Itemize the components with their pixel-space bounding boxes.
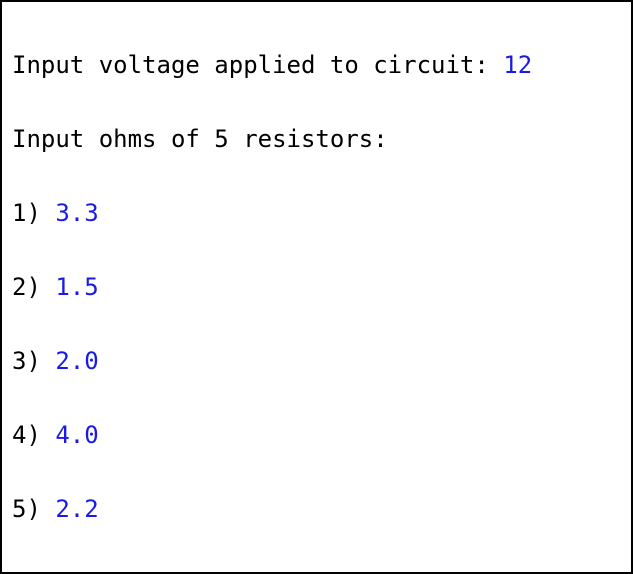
resistors-header: Input ohms of 5 resistors:: [12, 121, 621, 158]
resistor-line-4: 4) 4.0: [12, 417, 621, 454]
resistor-value: 1.5: [55, 273, 98, 301]
resistor-label: 4): [12, 421, 55, 449]
resistor-line-2: 2) 1.5: [12, 269, 621, 306]
voltage-prompt-text: Input voltage applied to circuit:: [12, 51, 503, 79]
resistor-value: 4.0: [55, 421, 98, 449]
voltage-prompt-line: Input voltage applied to circuit: 12: [12, 47, 621, 84]
resistor-label: 3): [12, 347, 55, 375]
resistor-line-5: 5) 2.2: [12, 491, 621, 528]
resistor-line-3: 3) 2.0: [12, 343, 621, 380]
resistor-label: 5): [12, 495, 55, 523]
resistor-label: 1): [12, 199, 55, 227]
resistor-value: 2.0: [55, 347, 98, 375]
resistor-value: 3.3: [55, 199, 98, 227]
resistor-value: 2.2: [55, 495, 98, 523]
resistor-label: 2): [12, 273, 55, 301]
voltage-input-value: 12: [503, 51, 532, 79]
terminal-output: Input voltage applied to circuit: 12 Inp…: [0, 0, 633, 574]
resistor-line-1: 1) 3.3: [12, 195, 621, 232]
